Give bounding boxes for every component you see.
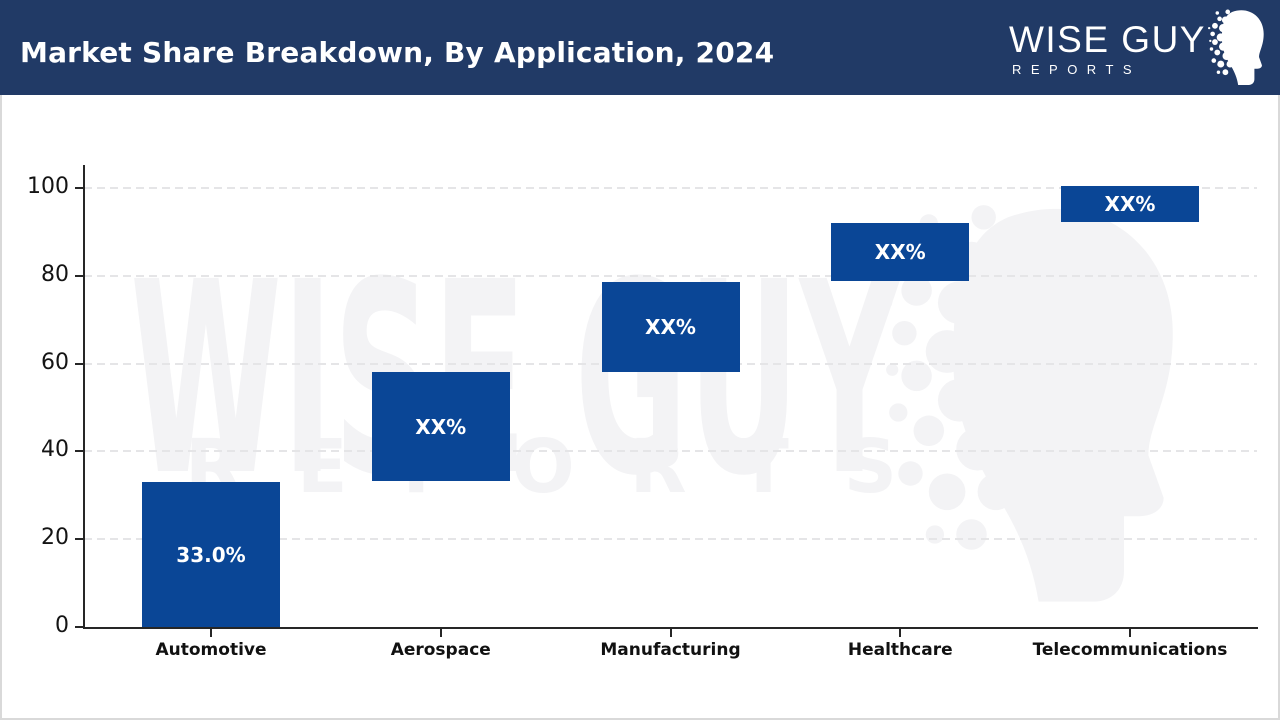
- bar-aerospace: XX%: [371, 371, 510, 482]
- gridline: [84, 538, 1257, 541]
- chart-title: Market Share Breakdown, By Application, …: [20, 35, 775, 69]
- watermark-brand-subtitle: REPORTS: [185, 424, 953, 510]
- bar-value-label: XX%: [1104, 192, 1156, 216]
- bar-automotive: 33.0%: [142, 482, 280, 627]
- head-silhouette-icon: [1208, 9, 1264, 85]
- brand-logo: WISE GUY REPORTS: [1009, 8, 1266, 90]
- y-tick-mark: [75, 362, 83, 365]
- bar-healthcare: XX%: [831, 222, 970, 282]
- header: Market Share Breakdown, By Application, …: [0, 0, 1280, 95]
- gridline: [84, 274, 1257, 277]
- x-category-label: Automotive: [155, 640, 267, 660]
- gridline: [84, 187, 1257, 189]
- y-tick-mark: [75, 274, 83, 277]
- bar-telecommunications: XX%: [1061, 186, 1199, 222]
- figure-border-bottom: [0, 718, 1280, 720]
- y-tick-mark: [75, 538, 83, 541]
- figure-border-right: [1278, 95, 1280, 720]
- x-tick-mark: [439, 629, 442, 637]
- y-tick-label: 0: [55, 613, 69, 638]
- y-tick-label: 100: [27, 174, 69, 199]
- x-category-label: Healthcare: [847, 640, 953, 660]
- brand-logo-text: WISE GUY REPORTS: [1009, 21, 1206, 77]
- brand-subtitle: REPORTS: [1011, 61, 1142, 77]
- x-axis-line: [83, 627, 1258, 629]
- x-tick-mark: [899, 629, 902, 637]
- bar-value-label: XX%: [645, 314, 696, 339]
- y-tick-mark: [75, 626, 83, 628]
- brand-name: WISE GUY: [1008, 18, 1206, 60]
- y-tick-label: 80: [41, 261, 69, 287]
- x-tick-mark: [669, 629, 672, 637]
- x-category-label: Telecommunications: [1032, 640, 1228, 660]
- bar-manufacturing: XX%: [601, 281, 740, 372]
- watermark-brand-name: WISE GUY: [130, 226, 900, 534]
- y-tick-label: 60: [41, 349, 69, 375]
- x-tick-mark: [210, 629, 212, 637]
- x-tick-mark: [1129, 629, 1131, 637]
- bar-value-label: XX%: [874, 239, 926, 264]
- y-tick-mark: [75, 187, 83, 189]
- gridline: [84, 450, 1257, 453]
- y-tick-label: 40: [41, 437, 69, 463]
- x-category-label: Aerospace: [390, 640, 491, 660]
- bar-value-label: XX%: [415, 414, 467, 439]
- y-tick-label: 20: [41, 525, 69, 551]
- y-axis-line: [83, 165, 85, 628]
- y-tick-mark: [75, 450, 83, 453]
- x-category-label: Manufacturing: [600, 640, 741, 660]
- figure-border-left: [0, 95, 2, 720]
- bar-value-label: 33.0%: [176, 542, 246, 567]
